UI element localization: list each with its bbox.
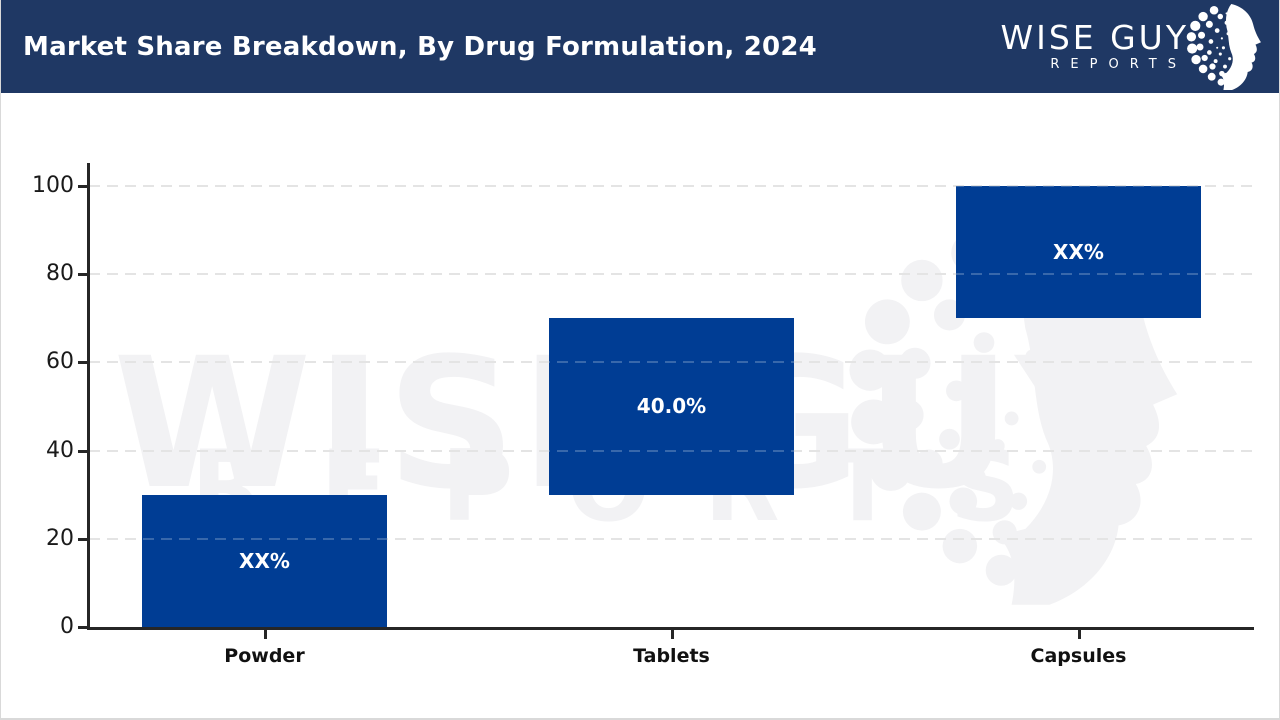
- y-axis-tick: [78, 626, 87, 629]
- bar-segment: 40.0%: [549, 318, 794, 495]
- dotted-head-logo-icon: [1186, 3, 1261, 90]
- header-banner: Market Share Breakdown, By Drug Formulat…: [1, 0, 1279, 93]
- gridline: [89, 185, 1254, 187]
- page-title: Market Share Breakdown, By Drug Formulat…: [23, 31, 817, 62]
- y-axis-tick: [78, 537, 87, 541]
- x-axis-tick: [263, 630, 267, 639]
- y-axis-tick: [78, 185, 87, 188]
- x-axis-line: [87, 627, 1254, 630]
- bar-value-label: XX%: [239, 548, 290, 573]
- x-category-label: Powder: [224, 645, 305, 667]
- y-tick-label: 0: [60, 614, 74, 639]
- logo-text: WISE GUY REPORTS: [1000, 21, 1189, 72]
- gridline: [89, 273, 1254, 276]
- y-tick-label: 40: [46, 437, 74, 463]
- bar-value-label: XX%: [1053, 240, 1104, 265]
- y-tick-label: 60: [46, 349, 74, 375]
- logo-subtitle: REPORTS: [1050, 57, 1187, 72]
- y-tick-label: 20: [46, 525, 74, 551]
- bar-segment: XX%: [956, 186, 1201, 319]
- x-category-label: Capsules: [1030, 645, 1127, 667]
- gridline: [89, 273, 1254, 276]
- y-axis-line: [87, 163, 90, 629]
- logo-wordmark: WISE GUY: [1000, 18, 1189, 57]
- chart-plot-area: WISE GUY REPORTS XX%40.0%X: [1, 93, 1280, 720]
- gridline: [89, 537, 1254, 540]
- gridline: [89, 537, 1254, 540]
- x-axis-tick: [1077, 630, 1081, 639]
- wise-guy-reports-logo: WISE GUY REPORTS: [1000, 3, 1265, 90]
- y-axis-tick: [78, 361, 87, 365]
- bar-segment: XX%: [142, 494, 387, 627]
- y-tick-label: 80: [46, 261, 74, 287]
- y-tick-label: 100: [32, 173, 74, 198]
- bar-value-label: 40.0%: [636, 394, 707, 419]
- y-axis-tick: [78, 273, 87, 277]
- gridline: [89, 185, 1254, 187]
- x-axis-tick: [670, 630, 674, 639]
- gridline: [89, 361, 1254, 364]
- y-axis-tick: [78, 449, 87, 453]
- x-category-label: Tablets: [633, 645, 710, 667]
- gridline: [89, 449, 1254, 452]
